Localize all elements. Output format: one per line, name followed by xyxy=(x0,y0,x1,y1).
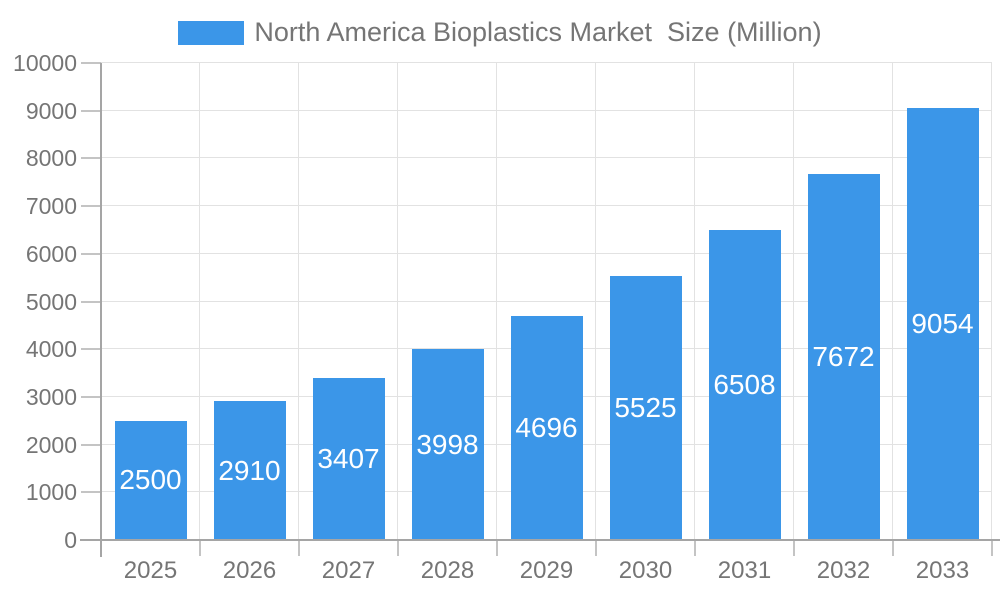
bar-2031[interactable]: 6508 xyxy=(708,229,781,540)
y-tick xyxy=(81,491,101,494)
legend[interactable]: North America Bioplastics Market Size (M… xyxy=(0,17,1000,48)
x-axis-line xyxy=(80,539,1000,541)
y-tick xyxy=(81,62,101,64)
plot-area: 2500 2910 3407 3998 4696 5525 6508 7672 9054 xyxy=(80,62,1000,557)
x-gridline xyxy=(397,63,398,540)
bar-value-label: 7672 xyxy=(812,341,875,373)
bar-value-label: 4696 xyxy=(515,412,578,443)
y-axis-tick-label: 7000 xyxy=(25,193,77,220)
x-tick xyxy=(298,540,300,556)
bar-2028[interactable]: 3998 xyxy=(411,349,484,540)
x-tick xyxy=(496,540,498,556)
x-gridline xyxy=(595,63,596,540)
x-gridline xyxy=(298,63,299,540)
bar-2029[interactable]: 4696 xyxy=(510,316,583,540)
y-gridline xyxy=(101,157,992,159)
x-axis-tick-label: 2031 xyxy=(717,557,772,584)
bar-2025[interactable]: 2500 xyxy=(114,420,187,540)
y-gridline xyxy=(101,205,992,207)
bar-value-label: 6508 xyxy=(713,368,776,400)
y-tick xyxy=(81,395,101,398)
bar-value-label: 2500 xyxy=(119,464,182,496)
y-tick xyxy=(81,205,101,208)
x-axis-tick-label: 2025 xyxy=(123,557,178,584)
y-axis-tick-label: 0 xyxy=(64,527,77,553)
x-tick xyxy=(694,540,696,556)
x-axis-tick-label: 2032 xyxy=(816,557,871,584)
legend-label: North America Bioplastics Market Size (M… xyxy=(254,17,822,47)
legend-swatch xyxy=(178,20,245,45)
x-axis-tick-label: 2030 xyxy=(618,557,673,584)
bar-value-label: 9054 xyxy=(911,308,974,340)
x-gridline xyxy=(694,63,695,540)
y-axis-line xyxy=(100,63,102,557)
y-axis-tick-label: 3000 xyxy=(25,383,77,410)
y-axis-tick-label: 10000 xyxy=(13,50,77,76)
bar-2033[interactable]: 9054 xyxy=(906,108,979,540)
x-axis-tick-label: 2026 xyxy=(222,557,277,584)
x-tick xyxy=(595,540,597,556)
y-gridline xyxy=(101,252,992,254)
y-axis-tick-label: 6000 xyxy=(25,240,77,267)
bar-2032[interactable]: 7672 xyxy=(807,174,880,540)
y-tick xyxy=(81,109,101,112)
y-axis-tick-label: 1000 xyxy=(25,479,77,506)
y-tick xyxy=(81,348,101,351)
y-axis-tick-label: 5000 xyxy=(25,288,77,315)
x-gridline xyxy=(991,63,992,540)
y-tick xyxy=(81,443,101,446)
bar-value-label: 3998 xyxy=(416,428,479,460)
x-tick xyxy=(991,540,993,556)
x-gridline xyxy=(496,63,497,540)
x-axis-tick-label: 2033 xyxy=(915,557,970,584)
x-gridline xyxy=(793,63,794,540)
bar-2026[interactable]: 2910 xyxy=(213,401,286,540)
x-gridline xyxy=(892,63,893,540)
x-axis-tick-label: 2027 xyxy=(321,557,376,584)
x-axis-tick-label: 2028 xyxy=(420,557,475,584)
y-gridline xyxy=(101,109,992,111)
y-axis-tick-label: 8000 xyxy=(25,145,77,172)
x-tick xyxy=(199,540,201,556)
y-gridline xyxy=(101,300,992,302)
bar-value-label: 5525 xyxy=(614,392,677,424)
x-tick xyxy=(397,540,399,556)
bar-value-label: 3407 xyxy=(317,442,380,474)
bar-value-label: 2910 xyxy=(218,454,281,486)
x-tick xyxy=(892,540,894,556)
x-tick xyxy=(793,540,795,556)
y-tick xyxy=(81,157,101,160)
y-axis-tick-label: 9000 xyxy=(25,97,77,124)
y-gridline xyxy=(101,62,992,63)
y-tick xyxy=(81,300,101,303)
y-axis-tick-label: 4000 xyxy=(25,336,77,363)
bar-2027[interactable]: 3407 xyxy=(312,377,385,540)
x-axis-tick-label: 2029 xyxy=(519,557,574,584)
y-tick xyxy=(81,252,101,255)
bar-2030[interactable]: 5525 xyxy=(609,276,682,540)
y-axis-tick-label: 2000 xyxy=(25,431,77,458)
x-gridline xyxy=(199,63,200,540)
